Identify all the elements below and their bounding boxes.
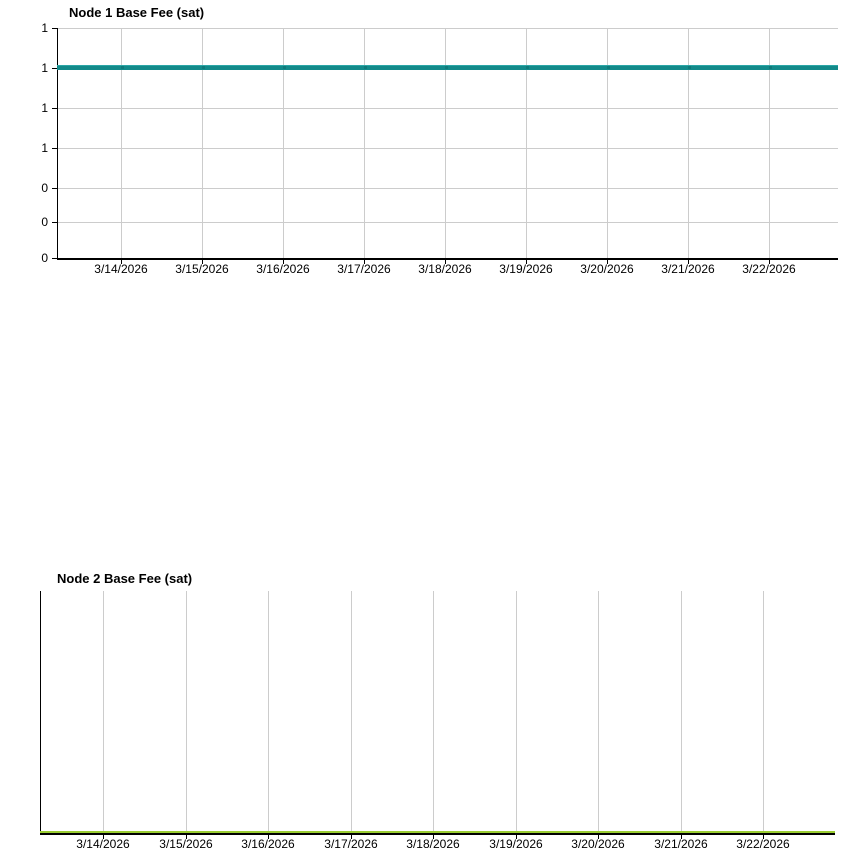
- gridline-vertical: [526, 28, 527, 258]
- y-axis-tick: [52, 222, 57, 223]
- gridline-horizontal: [57, 68, 838, 69]
- x-axis-label: 3/14/2026: [76, 837, 130, 851]
- x-axis-line-node-1: [57, 258, 838, 260]
- y-axis-tick: [52, 148, 57, 149]
- x-axis-label: 3/15/2026: [175, 262, 229, 276]
- gridline-vertical: [769, 28, 770, 258]
- x-axis-label: 3/20/2026: [580, 262, 634, 276]
- y-axis-label: 0: [41, 181, 48, 195]
- plot-area-node-1: [57, 28, 838, 258]
- chart-panel-node-2: Node 2 Base Fee (sat) 3/14/2026 3/15/202…: [0, 283, 860, 850]
- x-axis-label: 3/15/2026: [159, 837, 213, 851]
- x-axis-label: 3/16/2026: [256, 262, 310, 276]
- gridline-horizontal: [57, 148, 838, 149]
- y-axis-line-node-1: [57, 28, 58, 259]
- x-axis-label: 3/14/2026: [94, 262, 148, 276]
- x-axis-label: 3/22/2026: [742, 262, 796, 276]
- y-axis-tick: [52, 258, 57, 259]
- y-axis-label: 1: [41, 141, 48, 155]
- gridline-vertical: [598, 591, 599, 833]
- gridline-vertical: [445, 28, 446, 258]
- x-axis-label: 3/18/2026: [406, 837, 460, 851]
- x-axis-tick: [121, 259, 122, 264]
- x-axis-tick: [364, 259, 365, 264]
- gridline-vertical: [268, 591, 269, 833]
- gridline-horizontal: [57, 108, 838, 109]
- x-axis-label: 3/19/2026: [499, 262, 553, 276]
- y-axis-tick: [52, 108, 57, 109]
- x-axis-label: 3/17/2026: [324, 837, 378, 851]
- y-axis-tick: [52, 28, 57, 29]
- gridline-vertical: [202, 28, 203, 258]
- x-axis-tick: [283, 259, 284, 264]
- y-axis-label: 0: [41, 215, 48, 229]
- x-axis-line-node-2: [40, 833, 835, 835]
- y-axis-label: 1: [41, 101, 48, 115]
- gridline-vertical: [351, 591, 352, 833]
- chart-panel-node-1: Node 1 Base Fee (sat) 1 1 1 1 0 0 0: [0, 0, 860, 285]
- x-axis-tick: [202, 259, 203, 264]
- y-axis-line-node-2: [40, 591, 41, 834]
- x-axis-label: 3/18/2026: [418, 262, 472, 276]
- gridline-vertical: [364, 28, 365, 258]
- x-axis-tick: [607, 259, 608, 264]
- x-axis-label: 3/21/2026: [661, 262, 715, 276]
- gridline-vertical: [283, 28, 284, 258]
- gridline-horizontal: [57, 28, 838, 29]
- gridline-vertical: [121, 28, 122, 258]
- y-axis-tick: [52, 68, 57, 69]
- gridline-vertical: [607, 28, 608, 258]
- x-axis-tick: [445, 259, 446, 264]
- x-axis-tick: [526, 259, 527, 264]
- gridline-vertical: [688, 28, 689, 258]
- y-axis-label: 1: [41, 21, 48, 35]
- gridline-vertical: [186, 591, 187, 833]
- gridline-vertical: [103, 591, 104, 833]
- y-axis-tick: [52, 188, 57, 189]
- x-axis-label: 3/17/2026: [337, 262, 391, 276]
- plot-area-node-2: [40, 591, 835, 833]
- chart-title-node-2: Node 2 Base Fee (sat): [57, 571, 193, 586]
- x-axis-label: 3/20/2026: [571, 837, 625, 851]
- x-axis-label: 3/16/2026: [241, 837, 295, 851]
- chart-title-node-1: Node 1 Base Fee (sat): [69, 5, 205, 20]
- y-axis-label: 1: [41, 61, 48, 75]
- gridline-horizontal: [57, 188, 838, 189]
- gridline-vertical: [681, 591, 682, 833]
- gridline-vertical: [763, 591, 764, 833]
- x-axis-label: 3/22/2026: [736, 837, 790, 851]
- y-axis-label: 0: [41, 251, 48, 265]
- x-axis-tick: [688, 259, 689, 264]
- gridline-vertical: [516, 591, 517, 833]
- x-axis-label: 3/19/2026: [489, 837, 543, 851]
- gridline-horizontal: [57, 222, 838, 223]
- x-axis-tick: [769, 259, 770, 264]
- gridline-vertical: [433, 591, 434, 833]
- x-axis-label: 3/21/2026: [654, 837, 708, 851]
